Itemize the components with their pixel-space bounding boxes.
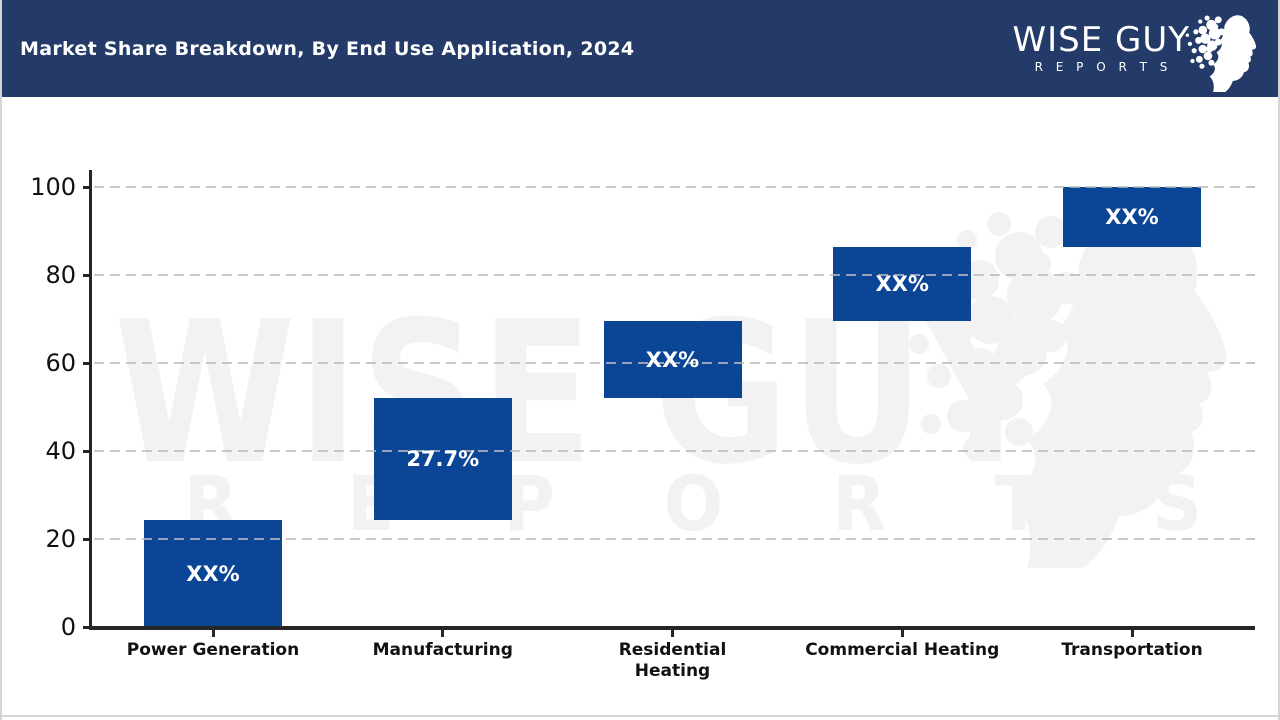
bar-segment bbox=[373, 398, 512, 521]
y-tick-mark bbox=[83, 186, 92, 189]
logo-name-text: WISE GUY bbox=[1012, 20, 1190, 60]
y-tick-mark bbox=[83, 626, 92, 629]
y-tick-label: 20 bbox=[45, 525, 76, 553]
x-axis-line bbox=[89, 626, 1255, 630]
x-tick-mark bbox=[1130, 629, 1134, 637]
y-tick-label: 60 bbox=[45, 349, 76, 377]
y-tick-label: 40 bbox=[45, 437, 76, 465]
bar-segment bbox=[144, 520, 282, 627]
y-tick-mark bbox=[83, 538, 92, 541]
x-category-label: Transportation bbox=[1061, 640, 1203, 660]
gridline-80 bbox=[94, 274, 1255, 276]
wise-guy-reports-logo: WISE GUY R E P O R T S bbox=[1012, 6, 1266, 92]
bar-value-label: XX% bbox=[186, 561, 240, 586]
gridline-20 bbox=[94, 538, 1255, 540]
x-tick-mark bbox=[671, 629, 674, 637]
y-tick-mark bbox=[83, 274, 92, 277]
y-tick-label: 80 bbox=[45, 261, 76, 289]
x-category-label: Manufacturing bbox=[372, 640, 513, 660]
chart-title: Market Share Breakdown, By End Use Appli… bbox=[20, 37, 635, 60]
logo-reports-text: R E P O R T S bbox=[1034, 60, 1172, 74]
watermark-head-icon bbox=[899, 210, 1227, 568]
gridline-60 bbox=[94, 362, 1255, 364]
bottom-frame-line bbox=[2, 715, 1278, 717]
header-band: Market Share Breakdown, By End Use Appli… bbox=[2, 0, 1278, 97]
bar-segment bbox=[833, 247, 972, 322]
bar-value-label: XX% bbox=[1105, 205, 1159, 230]
watermark-wise-guy: WISE GUY bbox=[114, 280, 1047, 508]
logo-text: WISE GUY R E P O R T S bbox=[1012, 23, 1190, 74]
x-tick-mark bbox=[211, 629, 215, 637]
y-tick-label: 0 bbox=[60, 613, 76, 641]
bar-segment bbox=[1063, 187, 1201, 248]
y-axis-line bbox=[89, 170, 92, 630]
x-tick-mark bbox=[441, 629, 445, 637]
bar-value-label: XX% bbox=[645, 347, 700, 372]
x-category-label: Power Generation bbox=[126, 640, 300, 660]
y-tick-mark bbox=[83, 450, 92, 453]
bar-value-label: 27.7% bbox=[406, 447, 480, 472]
bar-value-label: XX% bbox=[875, 272, 929, 297]
y-tick-label: 100 bbox=[30, 173, 76, 201]
gridline-100 bbox=[94, 186, 1255, 188]
x-category-label: Commercial Heating bbox=[805, 640, 1000, 660]
y-tick-mark bbox=[83, 362, 92, 365]
x-category-label: Residential Heating bbox=[618, 640, 727, 681]
bar-segment bbox=[603, 321, 742, 399]
gridline-40 bbox=[94, 450, 1255, 452]
x-tick-mark bbox=[900, 629, 904, 637]
